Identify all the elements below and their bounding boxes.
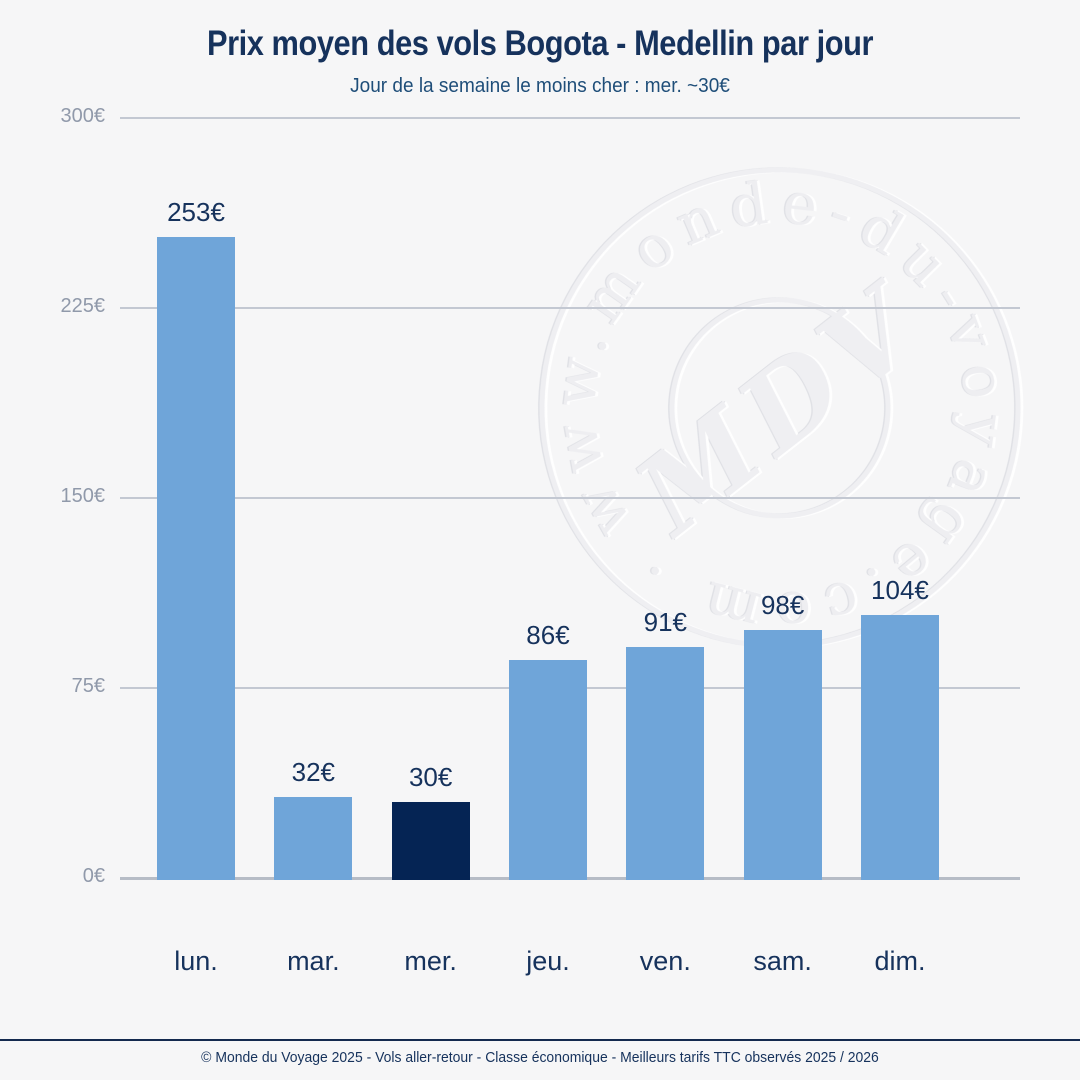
y-tick-label: 150€ <box>60 485 106 507</box>
gridline <box>120 117 1020 119</box>
y-tick-label: 0€ <box>82 865 105 887</box>
footer-attribution: © Monde du Voyage 2025 - Vols aller-reto… <box>201 1049 879 1066</box>
x-axis-label: mer. <box>404 946 457 976</box>
bar-value-label: 104€ <box>871 574 929 605</box>
y-tick-label: 75€ <box>71 675 105 697</box>
bar-highlighted <box>391 802 470 880</box>
bar <box>274 796 353 880</box>
x-axis-label: lun. <box>174 946 218 976</box>
bar-value-label: 86€ <box>526 620 570 651</box>
x-axis-label: sam. <box>753 946 812 976</box>
bar-value-label: 98€ <box>760 589 805 620</box>
bar <box>860 614 939 880</box>
bar <box>626 647 705 880</box>
bar-value-label: 32€ <box>291 756 336 787</box>
x-axis-label: dim. <box>874 946 926 976</box>
bar-value-label: 253€ <box>167 197 225 228</box>
y-tick-label: 225€ <box>60 295 106 317</box>
footer-divider <box>0 1039 1080 1041</box>
watermark: www.monde-du-voyage.com · MDV <box>500 128 1060 688</box>
bar <box>508 660 587 880</box>
x-axis-label: mar. <box>287 946 340 976</box>
chart-subtitle: Jour de la semaine le moins cher : mer. … <box>350 75 730 97</box>
watermark-outer-circle <box>539 167 1021 649</box>
x-axis-label: ven. <box>639 946 691 976</box>
bar-value-label: 30€ <box>408 762 453 792</box>
bar-value-label: 91€ <box>643 607 687 638</box>
chart-title: Prix moyen des vols Bogota - Medellin pa… <box>206 24 874 63</box>
gridline <box>120 497 1020 499</box>
y-tick-label: 300€ <box>60 105 106 127</box>
watermark-inner-circle <box>669 297 891 519</box>
bar <box>743 629 822 880</box>
bar <box>157 237 235 880</box>
x-axis-label: jeu. <box>526 946 570 976</box>
gridline <box>120 307 1020 309</box>
